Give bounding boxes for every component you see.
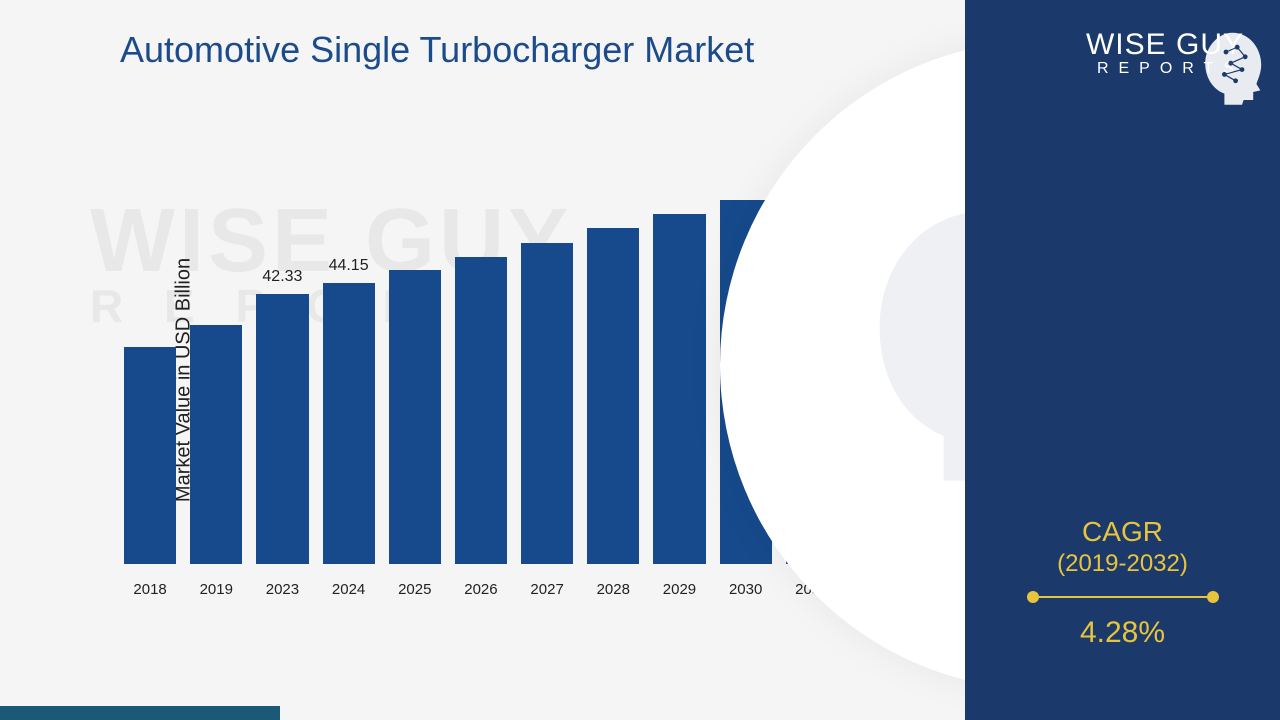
- bar-value-label: 44.15: [329, 257, 369, 275]
- bottom-accent-bar: [0, 706, 280, 720]
- bar-wrap: [389, 270, 441, 564]
- bar-wrap: [653, 214, 705, 564]
- chart-bar: [455, 257, 507, 564]
- bar-wrap: [587, 228, 639, 564]
- x-tick-label: 2026: [455, 581, 507, 598]
- chart-bar: [389, 270, 441, 564]
- chart-bar: [521, 243, 573, 564]
- chart-bar: [124, 347, 176, 564]
- x-tick-label: 2024: [323, 581, 375, 598]
- chart-bar: [190, 325, 242, 564]
- side-panel: WISE GUY REPORTS CAGR (2019-2032) 4.28%: [965, 0, 1280, 720]
- cagr-value: 4.28%: [1005, 616, 1240, 650]
- x-tick-label: 2025: [389, 581, 441, 598]
- bar-wrap: [455, 257, 507, 564]
- x-tick-label: 2028: [587, 581, 639, 598]
- chart-bar: [256, 294, 308, 564]
- cagr-period: (2019-2032): [1005, 550, 1240, 578]
- x-tick-label: 2019: [190, 581, 242, 598]
- x-tick-label: 2030: [720, 581, 772, 598]
- cagr-divider: [1033, 596, 1213, 598]
- x-tick-label: 2023: [256, 581, 308, 598]
- bar-wrap: [190, 325, 242, 564]
- x-tick-label: 2029: [653, 581, 705, 598]
- logo-text-1: WISE: [1086, 28, 1167, 61]
- bar-value-label: 42.33: [262, 268, 302, 286]
- bar-wrap: 42.33: [256, 294, 308, 564]
- chart-title: Automotive Single Turbocharger Market: [120, 28, 754, 71]
- x-tick-label: 2027: [521, 581, 573, 598]
- cagr-title: CAGR: [1005, 516, 1240, 548]
- bar-wrap: [124, 347, 176, 564]
- logo-head-icon: [1186, 28, 1266, 108]
- chart-bar: [587, 228, 639, 564]
- chart-bar: [323, 283, 375, 564]
- cagr-block: CAGR (2019-2032) 4.28%: [1005, 516, 1240, 650]
- x-tick-label: 2018: [124, 581, 176, 598]
- bar-wrap: [521, 243, 573, 564]
- x-axis-labels: 2018 2019 2023 2024 2025 2026 2027 2028 2029 2030…: [118, 581, 910, 598]
- chart-bar: [653, 214, 705, 564]
- bar-wrap: 44.15: [323, 283, 375, 564]
